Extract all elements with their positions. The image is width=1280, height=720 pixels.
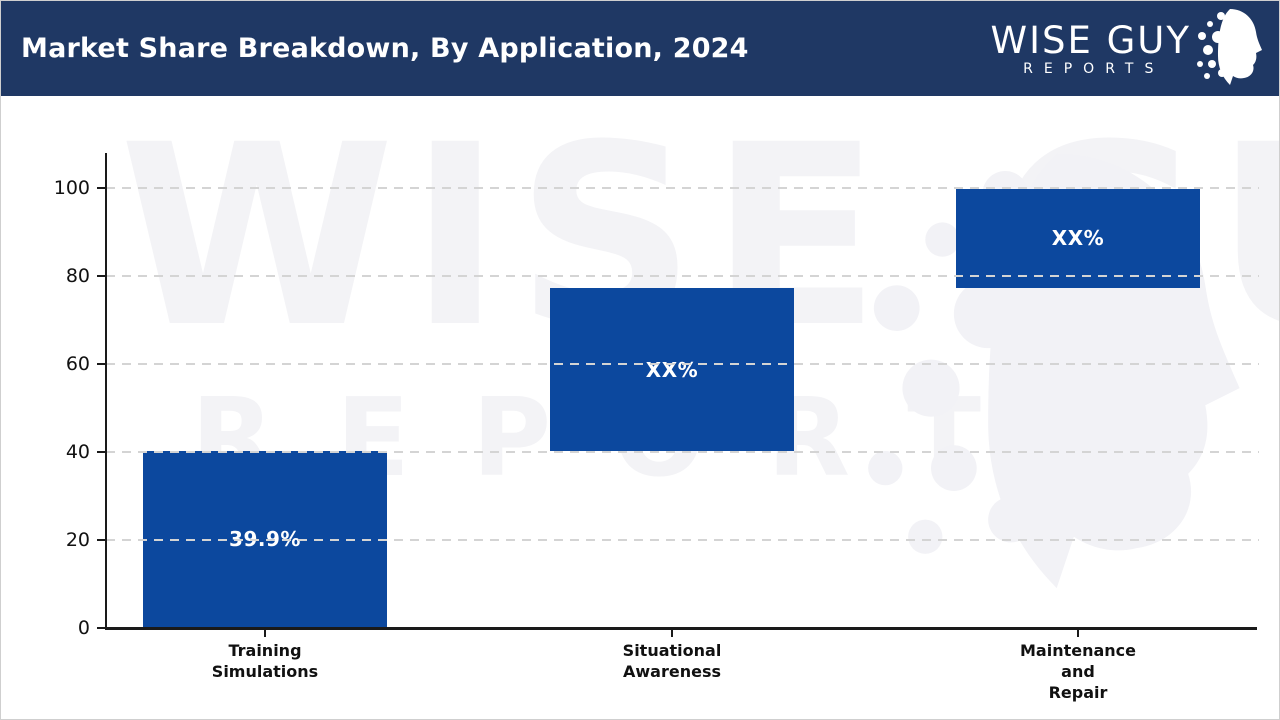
y-tick [97,451,105,453]
x-axis-line [105,627,1257,630]
header: Market Share Breakdown, By Application, … [1,1,1279,96]
y-tick [97,627,105,629]
gridline [106,363,1259,365]
x-tick [1077,630,1079,637]
gridline [106,275,1259,277]
y-tick-label: 80 [65,265,90,287]
category-label: Training Simulations [211,641,319,681]
x-tick [264,630,266,637]
category-label: Situational Awareness [622,641,722,681]
y-tick-label: 40 [65,441,90,463]
bar-segment: XX% [956,189,1200,288]
logo-face-icon [1193,6,1265,92]
chart-area: WISE GUY REPORTS 39.9%XX%XX%020406080100… [1,91,1279,719]
y-tick [97,275,105,277]
y-axis-line [105,153,107,630]
brand-name: WISE GUY [990,18,1191,62]
bar-segment: XX% [550,287,794,452]
y-tick [97,187,105,189]
x-tick [671,630,673,637]
gridline [106,187,1259,189]
gridline [106,451,1259,453]
bar-value-label: XX% [645,357,699,382]
category-label: Maintenance and Repair [1019,641,1136,702]
bar-value-label: XX% [1051,226,1105,251]
y-tick-label: 0 [77,617,90,639]
page-title: Market Share Breakdown, By Application, … [21,33,749,64]
y-tick-label: 20 [65,529,90,551]
y-tick-label: 100 [53,177,90,199]
y-tick-label: 60 [65,353,90,375]
gridline [106,539,1259,541]
brand-subname: REPORTS [1023,60,1165,77]
y-tick [97,539,105,541]
brand-logo: WISE GUY REPORTS [991,6,1265,92]
brand-logo-text: WISE GUY REPORTS [991,22,1191,76]
y-tick [97,363,105,365]
